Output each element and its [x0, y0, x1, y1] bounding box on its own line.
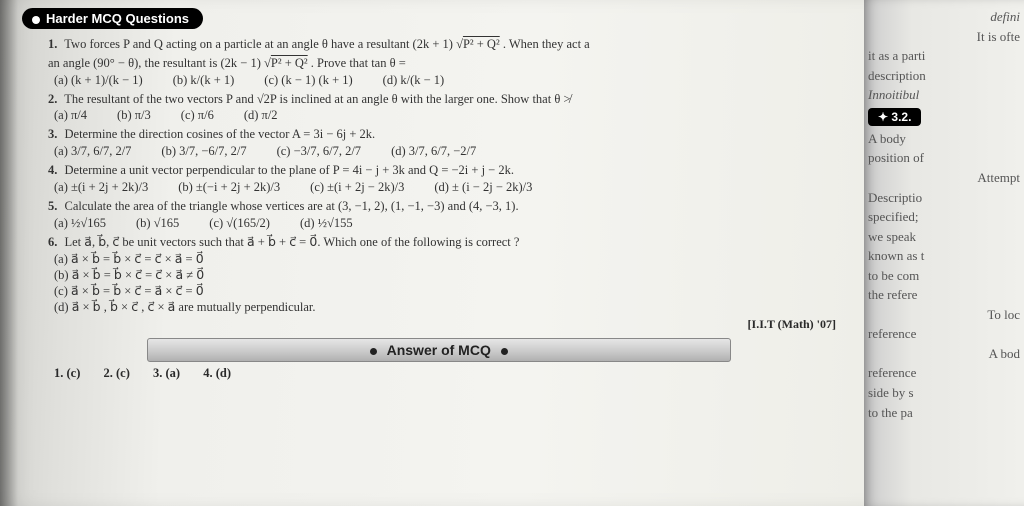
question-4: 4. Determine a unit vector perpendicular… [48, 161, 856, 180]
question-2: 2. The resultant of the two vectors P an… [48, 90, 856, 109]
rp-l7: position of [868, 149, 1020, 167]
q5-text: Calculate the area of the triangle whose… [65, 199, 519, 213]
q3-opt-c: (c) −3/7, 6/7, 2/7 [277, 144, 361, 159]
left-page: Harder MCQ Questions 1. Two forces P and… [0, 0, 870, 506]
q6-opt-c: (c) a⃗ × b⃗ = b⃗ × c⃗ = a⃗ × c⃗ = 0⃗ [54, 283, 439, 299]
q3-options: (a) 3/7, 6/7, 2/7 (b) 3/7, −6/7, 2/7 (c)… [54, 144, 856, 159]
q1-opt-a: (a) (k + 1)/(k − 1) [54, 73, 143, 88]
rp-l14: the refere [868, 286, 1020, 304]
q1-opt-d: (d) k/(k − 1) [383, 73, 445, 88]
q4-options: (a) ±(i + 2j + 2k)/3 (b) ±(−i + 2j + 2k)… [54, 180, 856, 195]
rp-l5: Innoitibul [868, 86, 1020, 104]
q5-opt-a: (a) ½√165 [54, 216, 106, 231]
q1-text-d: . Prove that tan θ = [311, 56, 406, 70]
answer-title: Answer of MCQ [387, 342, 491, 358]
rp-l6: A body [868, 130, 1020, 148]
q1-opt-c: (c) (k − 1) (k + 1) [264, 73, 352, 88]
rp-l10: specified; [868, 208, 1020, 226]
q4-text: Determine a unit vector perpendicular to… [65, 163, 514, 177]
rp-l9: Descriptio [868, 189, 1020, 207]
q3-opt-b: (b) 3/7, −6/7, 2/7 [161, 144, 246, 159]
binding-shadow [0, 0, 18, 506]
ans-1: 1. (c) [54, 366, 80, 380]
q1-root-c: P² + Q² [271, 56, 308, 70]
answer-row: 1. (c) 2. (c) 3. (a) 4. (d) [54, 366, 856, 381]
q4-opt-d: (d) ± (i − 2j − 2k)/3 [434, 180, 532, 195]
q1-root-a: P² + Q² [463, 37, 500, 51]
rp-l17: A bod [868, 345, 1020, 363]
q1-options: (a) (k + 1)/(k − 1) (b) k/(k + 1) (c) (k… [54, 73, 856, 88]
ans-4: 4. (d) [203, 366, 231, 380]
q5-opt-b: (b) √165 [136, 216, 179, 231]
q2-opt-c: (c) π/6 [181, 108, 214, 123]
rp-l15: To loc [868, 306, 1020, 324]
question-6: 6. Let a⃗, b⃗, c⃗ be unit vectors such t… [48, 233, 856, 252]
question-1: 1. Two forces P and Q acting on a partic… [48, 35, 856, 73]
q3-opt-d: (d) 3/7, 6/7, −2/7 [391, 144, 476, 159]
rp-l16: reference [868, 325, 1020, 343]
bullet-icon [32, 16, 40, 24]
rp-l3: it as a parti [868, 47, 1020, 65]
ans-3: 3. (a) [153, 366, 180, 380]
q2-options: (a) π/4 (b) π/3 (c) π/6 (d) π/2 [54, 108, 856, 123]
section-header: Harder MCQ Questions [22, 8, 203, 29]
rp-l8: Attempt [868, 169, 1020, 187]
rp-l18: reference [868, 364, 1020, 382]
q4-opt-b: (b) ±(−i + 2j + 2k)/3 [178, 180, 280, 195]
q4-opt-c: (c) ±(i + 2j − 2k)/3 [310, 180, 404, 195]
q2-num: 2. [48, 92, 57, 106]
right-page-fragment: defini It is ofte it as a parti descript… [864, 0, 1024, 506]
q3-num: 3. [48, 127, 57, 141]
q1-opt-b: (b) k/(k + 1) [173, 73, 235, 88]
question-3: 3. Determine the direction cosines of th… [48, 125, 856, 144]
q1-text-a: Two forces P and Q acting on a particle … [64, 37, 453, 51]
q5-opt-c: (c) √(165/2) [209, 216, 270, 231]
q6-opt-b: (b) a⃗ × b⃗ = b⃗ × c⃗ = c⃗ × a⃗ ≠ 0⃗ [54, 267, 439, 283]
reference-tag: [I.I.T (Math) '07] [22, 317, 836, 332]
section-pill-3-2: ✦ 3.2. [868, 108, 921, 126]
q3-opt-a: (a) 3/7, 6/7, 2/7 [54, 144, 131, 159]
q1-num: 1. [48, 37, 57, 51]
q5-opt-d: (d) ½√155 [300, 216, 353, 231]
q3-text: Determine the direction cosines of the v… [65, 127, 376, 141]
q6-opt-a: (a) a⃗ × b⃗ = b⃗ × c⃗ = c⃗ × a⃗ = 0⃗ [54, 251, 439, 267]
q1-text-b: . When they act a [503, 37, 590, 51]
q6-opt-d: (d) a⃗ × b⃗ , b⃗ × c⃗ , c⃗ × a⃗ are mutu… [54, 299, 439, 315]
q6-num: 6. [48, 235, 57, 249]
q1-text-c: an angle (90° − θ), the resultant is (2k… [48, 56, 261, 70]
q2-opt-b: (b) π/3 [117, 108, 151, 123]
q4-num: 4. [48, 163, 57, 177]
q5-num: 5. [48, 199, 57, 213]
q4-opt-a: (a) ±(i + 2j + 2k)/3 [54, 180, 148, 195]
rp-l2: It is ofte [868, 28, 1020, 46]
q2-text: The resultant of the two vectors P and √… [64, 92, 570, 106]
bullet-icon [501, 348, 508, 355]
rp-l1: defini [868, 8, 1020, 26]
ans-2: 2. (c) [104, 366, 130, 380]
q6-text: Let a⃗, b⃗, c⃗ be unit vectors such that… [65, 235, 520, 249]
question-5: 5. Calculate the area of the triangle wh… [48, 197, 856, 216]
q2-opt-a: (a) π/4 [54, 108, 87, 123]
rp-l13: to be com [868, 267, 1020, 285]
rp-l12: known as t [868, 247, 1020, 265]
rp-l20: to the pa [868, 404, 1020, 422]
rp-l11: we speak [868, 228, 1020, 246]
rp-l4: description [868, 67, 1020, 85]
q2-opt-d: (d) π/2 [244, 108, 278, 123]
section-title: Harder MCQ Questions [46, 11, 189, 26]
q6-options: (a) a⃗ × b⃗ = b⃗ × c⃗ = c⃗ × a⃗ = 0⃗ (b)… [54, 251, 856, 315]
bullet-icon [370, 348, 377, 355]
q5-options: (a) ½√165 (b) √165 (c) √(165/2) (d) ½√15… [54, 216, 856, 231]
rp-l19: side by s [868, 384, 1020, 402]
answer-header: Answer of MCQ [147, 338, 731, 362]
